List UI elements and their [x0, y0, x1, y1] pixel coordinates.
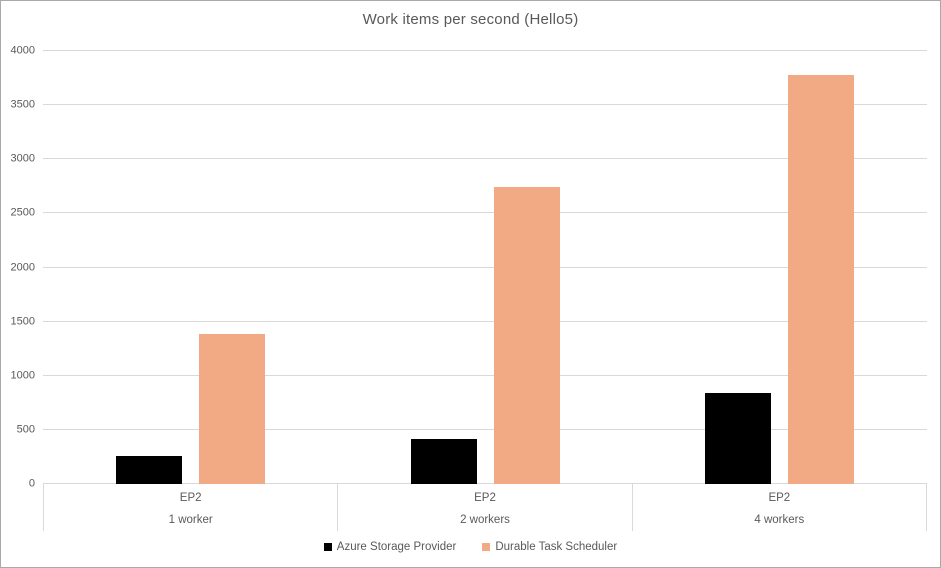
y-tick-label-0: 0 [28, 477, 35, 490]
category-primary-label: EP2 [179, 492, 202, 504]
bar-azure-storage-provider-2-workers [410, 438, 477, 484]
y-tick-label-2500: 2500 [10, 206, 35, 219]
gridline-3000 [43, 158, 927, 160]
bar-durable-task-scheduler-1-worker [198, 333, 265, 484]
legend-swatch-icon [323, 543, 332, 551]
legend-label: Azure Storage Provider [336, 541, 457, 553]
y-tick-label-3000: 3000 [10, 152, 35, 165]
category-cell-2-workers: EP2 2 workers [337, 484, 631, 531]
gridline-1500 [43, 320, 927, 322]
bar-durable-task-scheduler-2-workers [493, 187, 560, 484]
category-primary-label: EP2 [474, 492, 496, 504]
y-tick-label-4000: 4000 [10, 44, 35, 57]
legend: Azure Storage Provider Durable Task Sched… [1, 541, 940, 553]
legend-swatch-icon [482, 543, 491, 551]
legend-label: Durable Task Scheduler [495, 541, 618, 553]
category-cell-4-workers: EP2 4 workers [631, 484, 927, 531]
gridline-4000 [43, 50, 927, 51]
gridline-1000 [43, 374, 927, 376]
category-secondary-label: 2 workers [460, 514, 510, 526]
gridline-0 [43, 483, 927, 484]
gridline-2000 [43, 266, 927, 268]
bar-azure-storage-provider-4-workers [705, 393, 772, 484]
bar-group-1-worker [43, 51, 338, 484]
gridline-500 [43, 428, 927, 430]
y-tick-label-1000: 1000 [10, 369, 35, 382]
y-tick-label-1500: 1500 [10, 315, 35, 328]
y-tick-label-500: 500 [16, 423, 35, 436]
category-secondary-label: 1 worker [168, 514, 213, 526]
gridline-3500 [43, 104, 927, 106]
gridline-2500 [43, 212, 927, 214]
chart-title: Work items per second (Hello5) [362, 11, 579, 28]
x-axis-category-labels: EP2 1 worker EP2 2 workers EP2 4 workers [43, 484, 927, 531]
y-axis-labels: 0 500 1000 1500 2000 2500 3000 3500 4000 [1, 45, 35, 489]
bar-groups [43, 51, 927, 484]
bar-group-4-workers [632, 51, 927, 484]
legend-item-durable-task-scheduler: Durable Task Scheduler [482, 541, 617, 553]
legend-item-azure-storage-provider: Azure Storage Provider [323, 541, 457, 553]
bar-group-2-workers [338, 51, 633, 484]
category-cell-1-worker: EP2 1 worker [43, 484, 337, 531]
bar-azure-storage-provider-1-worker [115, 455, 182, 484]
category-primary-label: EP2 [768, 492, 791, 504]
y-tick-label-2000: 2000 [10, 261, 35, 273]
plot-area [43, 50, 927, 484]
category-secondary-label: 4 workers [754, 514, 805, 526]
bar-durable-task-scheduler-4-workers [788, 74, 855, 484]
y-tick-label-3500: 3500 [10, 98, 35, 111]
